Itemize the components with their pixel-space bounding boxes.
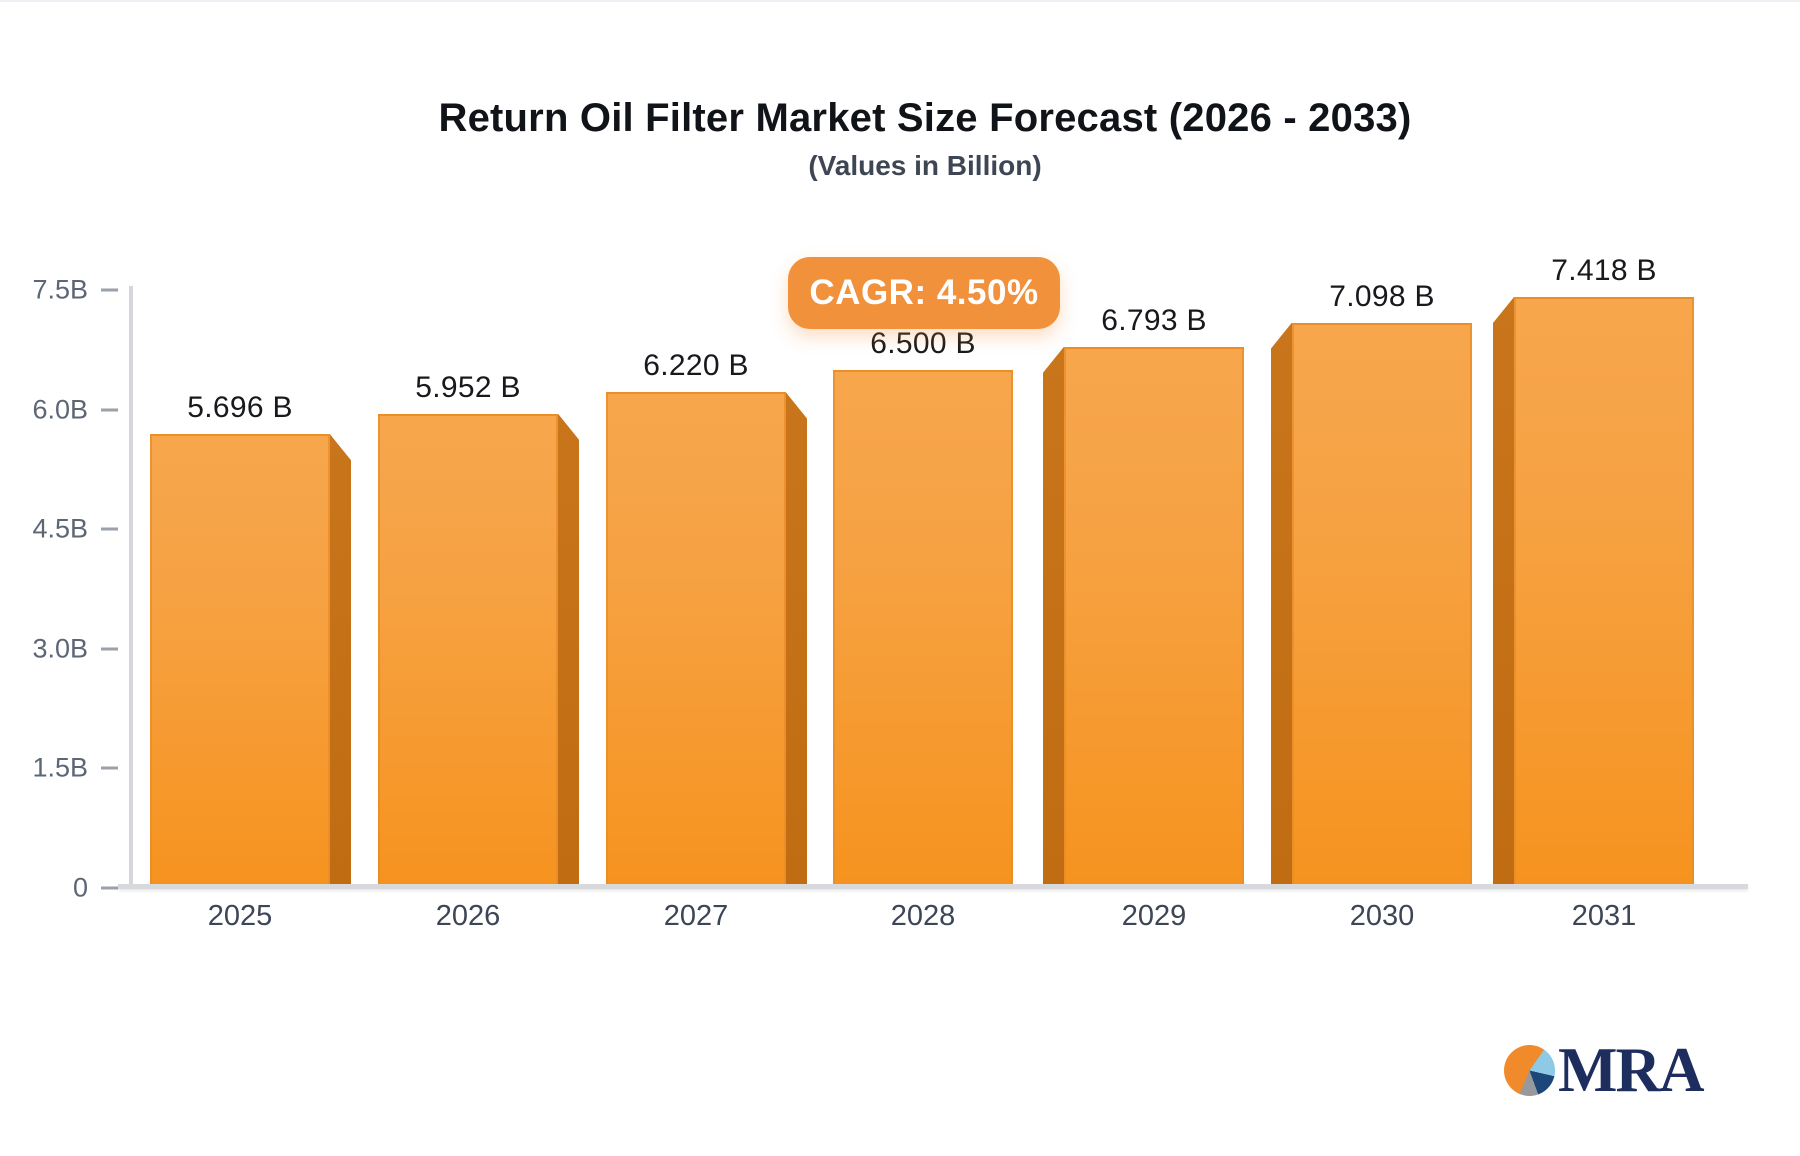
bar-value-label: 7.098 B bbox=[1329, 279, 1435, 313]
bar-value-label: 5.696 B bbox=[187, 391, 293, 425]
bar-side-shadow bbox=[1271, 322, 1292, 888]
bar-value-label: 6.220 B bbox=[643, 349, 749, 383]
bar-value-label: 6.793 B bbox=[1101, 303, 1207, 337]
y-axis-label: 1.5B bbox=[32, 752, 88, 783]
x-axis-label: 2027 bbox=[663, 900, 729, 932]
y-axis-tick bbox=[101, 408, 118, 412]
bar-value-label: 5.952 B bbox=[415, 370, 521, 404]
x-axis-label: 2028 bbox=[890, 900, 956, 932]
bar-group-2028: 6.500 B bbox=[833, 327, 1013, 888]
x-axis-baseline bbox=[118, 884, 1748, 889]
bar-group-2029: 6.793 B bbox=[1043, 304, 1244, 888]
logo-text: MRA bbox=[1558, 1034, 1704, 1105]
y-axis-line bbox=[129, 286, 133, 888]
bar-side-shadow bbox=[786, 392, 807, 888]
y-axis-label: 4.5B bbox=[32, 513, 88, 544]
bar-2027 bbox=[606, 392, 786, 888]
x-axis-label: 2025 bbox=[207, 900, 273, 932]
bar-2031 bbox=[1514, 297, 1694, 888]
y-axis-label: 0 bbox=[72, 872, 88, 903]
pie-chart-icon bbox=[1504, 1044, 1555, 1096]
x-axis-label: 2030 bbox=[1349, 900, 1415, 932]
bar-2028 bbox=[833, 370, 1013, 888]
mra-logo: MRA bbox=[1504, 1034, 1704, 1105]
bar-side-shadow bbox=[1493, 297, 1514, 888]
y-axis-tick bbox=[101, 527, 118, 531]
bar-value-label: 7.418 B bbox=[1551, 254, 1657, 287]
bar-value-label: 6.500 B bbox=[870, 327, 976, 361]
bar-2030 bbox=[1292, 322, 1472, 888]
y-axis-label: 3.0B bbox=[32, 633, 88, 664]
y-axis-label: 7.5B bbox=[32, 274, 88, 305]
bar-side-shadow bbox=[330, 434, 351, 888]
bar-side-shadow bbox=[1043, 346, 1064, 888]
bar-group-2027: 6.220 B bbox=[606, 349, 807, 888]
bar-side-shadow bbox=[558, 413, 579, 888]
bar-group-2031: 7.418 B bbox=[1493, 254, 1694, 888]
x-axis-label: 2031 bbox=[1571, 900, 1637, 932]
bar-2029 bbox=[1064, 346, 1244, 888]
bar-group-2030: 7.098 B bbox=[1271, 280, 1472, 888]
y-axis-tick bbox=[101, 288, 118, 292]
y-axis-label: 6.0B bbox=[32, 394, 88, 425]
y-axis-tick bbox=[101, 766, 118, 770]
y-axis-tick bbox=[101, 647, 118, 651]
cagr-badge: CAGR: 4.50% bbox=[788, 257, 1060, 329]
bar-group-2026: 5.952 B bbox=[378, 371, 579, 888]
cagr-badge-label: CAGR: 4.50% bbox=[809, 273, 1039, 312]
bar-group-2025: 5.696 B bbox=[150, 391, 351, 888]
bar-2026 bbox=[378, 413, 558, 888]
x-axis-label: 2026 bbox=[435, 900, 501, 932]
x-axis-label: 2029 bbox=[1121, 900, 1187, 932]
y-axis-tick bbox=[101, 886, 118, 890]
bar-2025 bbox=[150, 434, 330, 888]
